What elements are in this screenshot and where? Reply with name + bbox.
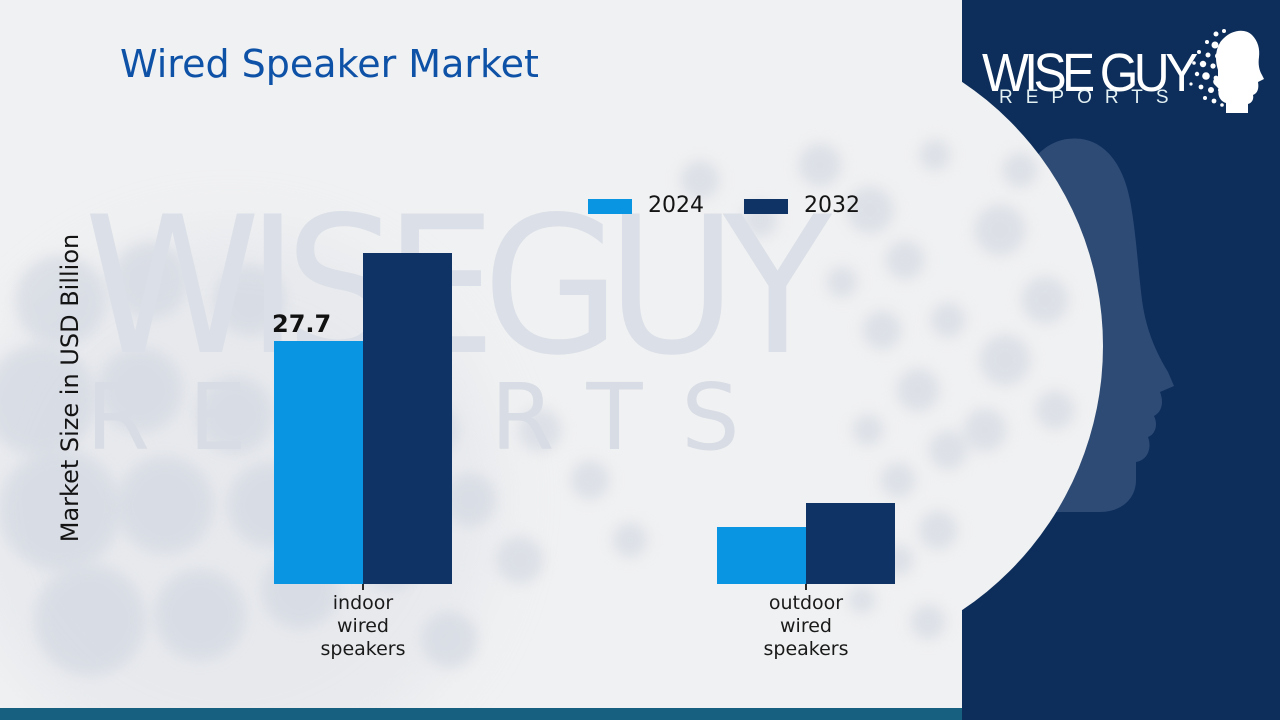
legend-swatch-2032 <box>744 198 788 214</box>
watermark-dot <box>0 345 95 455</box>
watermark-dot <box>918 510 958 550</box>
watermark-dot <box>496 536 544 584</box>
watermark-dot <box>570 460 610 500</box>
logo-reports-text: REPORTS <box>999 87 1182 108</box>
legend-item-2024: 2024 <box>588 195 704 217</box>
watermark-dot <box>928 430 968 470</box>
watermark-dot <box>612 522 648 558</box>
logo-head-icon <box>1189 29 1264 113</box>
watermark-dot <box>862 310 902 350</box>
watermark-dot <box>98 348 182 432</box>
page-title: Wired Speaker Market <box>120 42 539 86</box>
watermark-dot <box>155 570 245 660</box>
watermark-dot <box>197 377 273 453</box>
bar-value-label: 27.7 <box>272 310 332 338</box>
watermark-dot <box>846 186 894 234</box>
legend-swatch-2024 <box>588 198 632 214</box>
watermark-dot <box>215 265 285 335</box>
watermark-dot <box>848 586 876 614</box>
legend-label: 2032 <box>804 193 860 218</box>
watermark-dot <box>15 255 105 345</box>
watermark-dot <box>680 160 720 200</box>
faint-face-silhouette <box>1008 138 1174 540</box>
category-label: outdoor wired speakers <box>763 592 849 660</box>
category-label: indoor wired speakers <box>320 592 406 660</box>
footer-accent-bar <box>0 708 962 720</box>
x-tick <box>805 584 807 590</box>
bar-2024-indoor <box>274 341 363 584</box>
watermark-dot <box>919 139 951 171</box>
watermark-dot <box>910 604 946 640</box>
bar-2032-indoor <box>363 253 452 584</box>
watermark-dot <box>880 462 916 498</box>
watermark-dot <box>117 457 213 553</box>
watermark-dot <box>444 474 496 526</box>
watermark-dot <box>826 266 858 298</box>
watermark-dot <box>798 143 842 187</box>
brand-panel <box>962 0 1280 720</box>
watermark-dot <box>112 242 188 318</box>
watermark-dot <box>885 240 925 280</box>
x-tick <box>362 584 364 590</box>
watermark-dot <box>518 408 562 452</box>
legend-item-2032: 2032 <box>744 195 860 217</box>
watermark-dot <box>35 565 145 675</box>
logo-wiseguy-text: WISE GUY <box>982 43 1198 103</box>
watermark-dot <box>852 414 884 446</box>
bar-2024-outdoor <box>717 526 806 584</box>
watermark-dot <box>0 450 120 570</box>
chart-legend: 2024 2032 <box>588 195 860 217</box>
watermark-dot <box>422 612 478 668</box>
bar-2032-outdoor <box>806 503 895 584</box>
legend-label: 2024 <box>648 193 704 218</box>
watermark-dot <box>930 302 966 338</box>
watermark-dot <box>896 368 940 412</box>
